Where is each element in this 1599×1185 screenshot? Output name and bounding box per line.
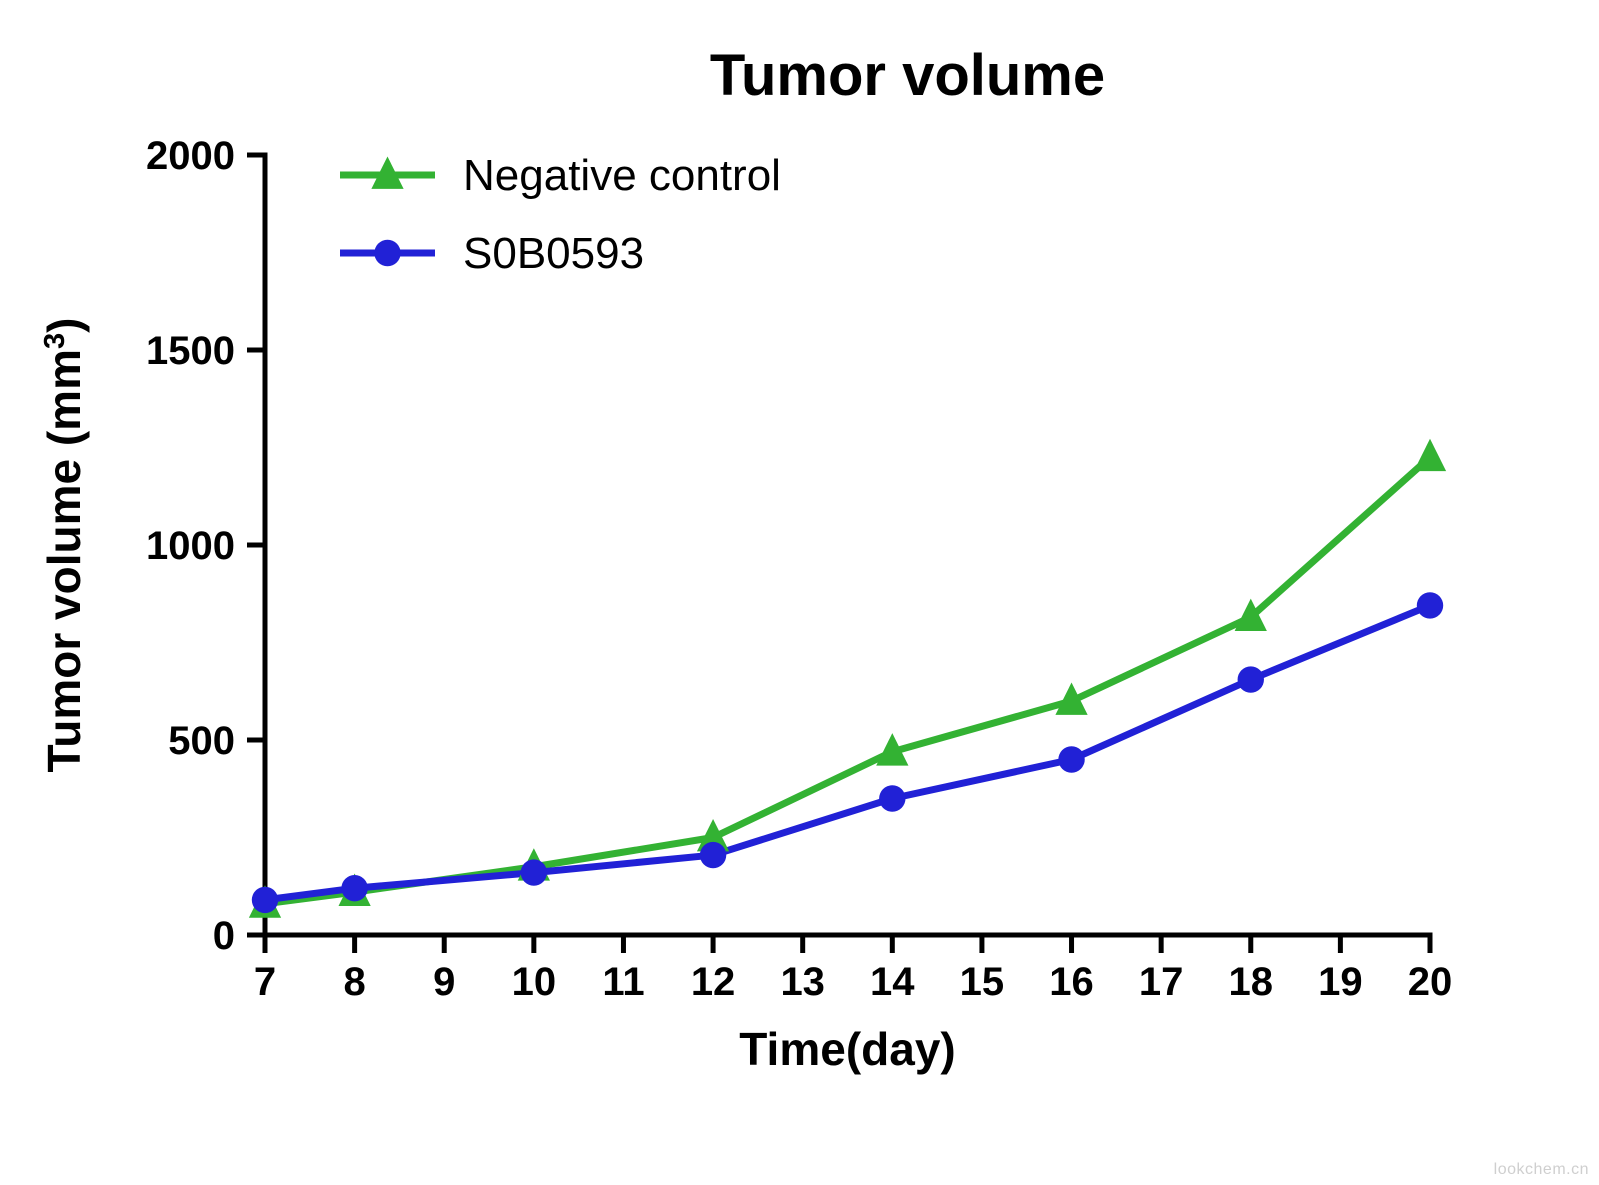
series-line (265, 605, 1430, 899)
legend-label: Negative control (463, 151, 781, 200)
x-tick-label: 7 (254, 960, 276, 1004)
x-tick-label: 12 (691, 960, 736, 1004)
y-tick-label: 2000 (146, 134, 235, 178)
x-tick-label: 14 (870, 960, 915, 1004)
y-tick-label: 1500 (146, 329, 235, 373)
x-tick-label: 17 (1139, 960, 1184, 1004)
circle-marker (1238, 666, 1264, 692)
x-tick-label: 18 (1229, 960, 1274, 1004)
circle-marker (700, 842, 726, 868)
x-tick-label: 8 (343, 960, 365, 1004)
circle-marker (879, 785, 905, 811)
y-tick-label: 500 (168, 719, 235, 763)
legend-label: S0B0593 (463, 229, 644, 278)
circle-marker (341, 875, 367, 901)
circle-marker (1417, 592, 1443, 618)
tumor-volume-chart: Tumor volume 0 500 1000 1500 2000 7 8 9 10 11 12 13 1… (0, 0, 1599, 1185)
x-tick-label: 19 (1318, 960, 1363, 1004)
triangle-marker (1414, 439, 1446, 471)
x-tick-label: 16 (1049, 960, 1094, 1004)
x-tick-label: 20 (1408, 960, 1453, 1004)
x-tick-label: 10 (512, 960, 557, 1004)
circle-marker (1058, 746, 1084, 772)
x-tick-label: 15 (960, 960, 1005, 1004)
x-tick-label: 9 (433, 960, 455, 1004)
x-tick-label: 11 (602, 960, 644, 1004)
x-tick-label: 13 (780, 960, 825, 1004)
y-tick-label: 1000 (146, 524, 235, 568)
circle-marker (374, 240, 400, 266)
circle-marker (521, 859, 547, 885)
x-axis-label: Time(day) (739, 1023, 955, 1075)
watermark-text: lookchem.cn (1494, 1161, 1589, 1179)
circle-marker (252, 887, 278, 913)
chart-title: Tumor volume (710, 43, 1105, 108)
y-axis-label: Tumor volume (mm3) (38, 318, 90, 773)
chart-container: Tumor volume 0 500 1000 1500 2000 7 8 9 10 11 12 13 1… (0, 0, 1599, 1185)
y-tick-label: 0 (213, 914, 235, 958)
